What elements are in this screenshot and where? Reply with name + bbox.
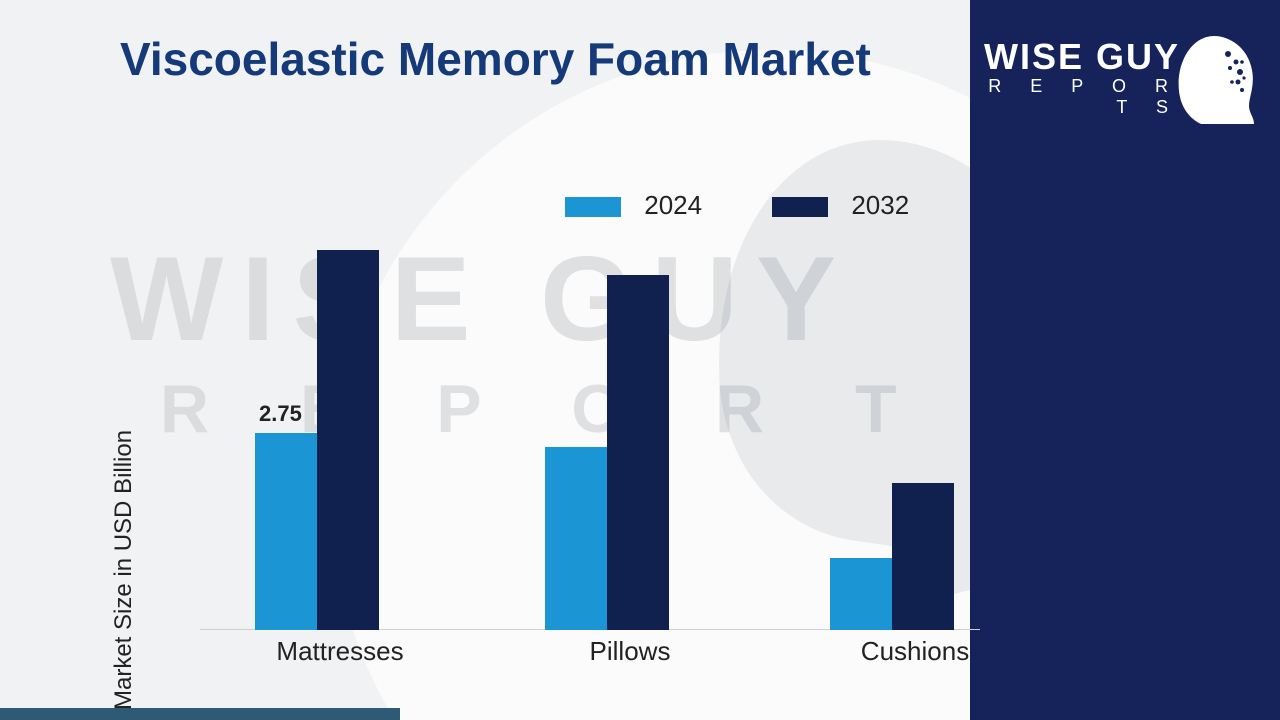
bar (892, 483, 954, 630)
brand-text: WISE GUY R E P O R T S (978, 36, 1180, 118)
bottom-strip (0, 708, 400, 720)
bar (607, 275, 669, 630)
chart-area: Market Size in USD Billion MattressesPil… (60, 180, 940, 680)
bar (317, 250, 379, 630)
y-axis-label: Market Size in USD Billion (110, 430, 138, 710)
bar (255, 433, 317, 630)
category-label: Pillows (500, 636, 760, 667)
chart-title: Viscoelastic Memory Foam Market (120, 32, 871, 86)
brand-head-icon (1176, 34, 1258, 124)
brand-line-1: WISE GUY (978, 36, 1180, 78)
stage: WISE GUY R E P O R T S Viscoelastic Memo… (0, 0, 1280, 720)
brand-line-2: R E P O R T S (978, 76, 1180, 118)
bar (830, 558, 892, 630)
value-label: 2.75 (259, 401, 302, 427)
category-label: Mattresses (210, 636, 470, 667)
bar (545, 447, 607, 630)
category-label: Cushions (785, 636, 1045, 667)
plot-area: MattressesPillowsCushions2.75 (200, 200, 980, 630)
